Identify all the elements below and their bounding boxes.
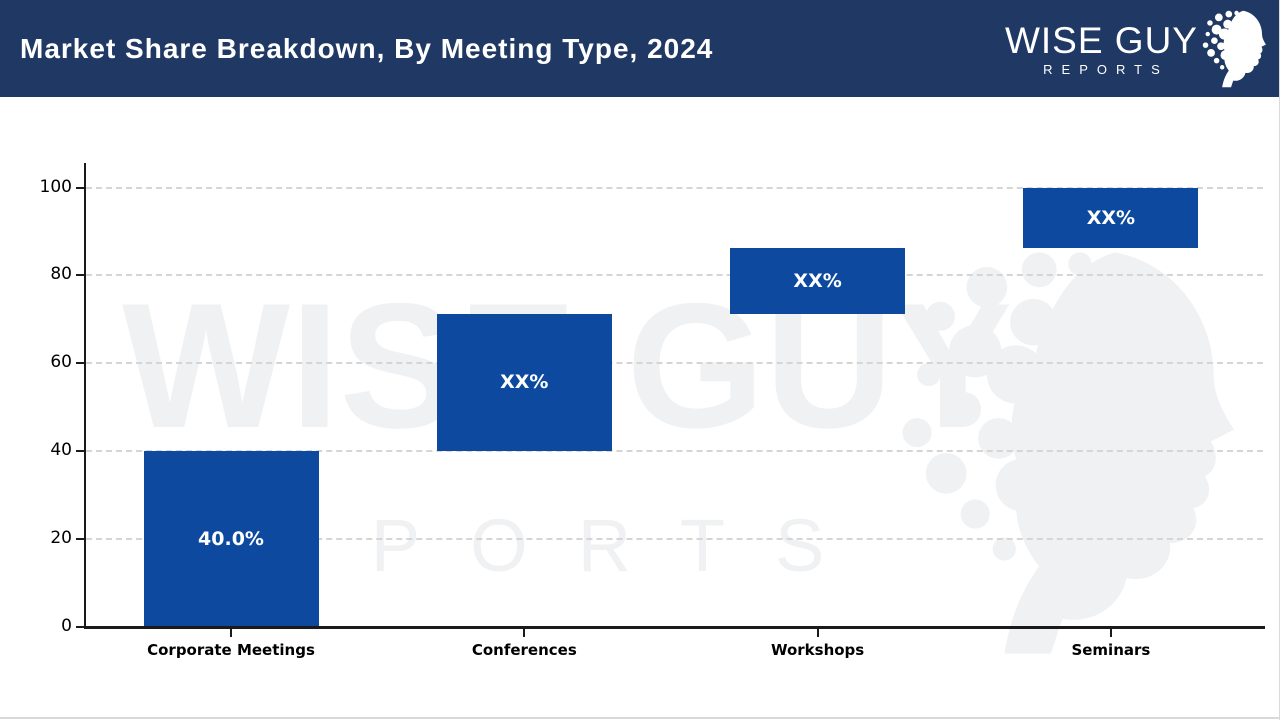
bar-value-label-corporate-meetings: 40.0% [198,527,264,550]
wiseguy-logo-text: WISE GUY REPORTS [1005,22,1198,77]
bar-corporate-meetings: 40.0% [143,450,319,627]
bar-value-label-conferences: XX% [500,371,549,394]
y-tick-label-0: 0 [61,615,72,636]
y-tick-0 [76,625,84,628]
gridline-20 [86,537,1263,540]
y-tick-20 [76,537,84,540]
y-tick-label-40: 40 [50,439,72,460]
x-axis-line [84,626,1265,629]
x-tick-corporate-meetings [230,629,232,637]
bar-conferences: XX% [436,313,612,451]
x-tick-label-workshops: Workshops [770,641,865,659]
x-tick-conferences [523,629,526,637]
gridline-40 [86,449,1263,452]
chart-area: WISE GUY REPORTS 0 20 40 60 80 100 Corporate M… [0,97,1279,717]
wiseguy-logo-sub: REPORTS [1043,61,1169,77]
wiseguy-logo: WISE GUY REPORTS [1005,4,1272,94]
bar-seminars: XX% [1023,187,1199,249]
y-tick-label-60: 60 [50,352,72,373]
x-tick-label-seminars: Seminars [1071,641,1151,659]
header-band: Market Share Breakdown, By Meeting Type,… [0,0,1279,97]
gridline-80 [86,274,1263,277]
y-tick-40 [76,449,84,452]
y-tick-60 [76,362,84,365]
bar-value-label-workshops: XX% [793,270,842,292]
x-tick-seminars [1109,629,1112,637]
x-tick-label-conferences: Conferences [471,641,577,659]
y-axis-line [84,163,86,628]
gridline-100 [86,186,1263,189]
gridline-60 [86,362,1263,365]
y-tick-label-100: 100 [39,176,72,197]
x-tick-label-corporate-meetings: Corporate Meetings [147,641,315,659]
page-bottom-border [0,717,1279,719]
y-tick-label-20: 20 [50,527,72,548]
bar-value-label-seminars: XX% [1086,206,1136,229]
y-tick-80 [76,274,84,277]
y-tick-label-80: 80 [50,264,72,285]
bar-workshops: XX% [730,248,906,314]
y-tick-100 [76,186,84,189]
page-title: Market Share Breakdown, By Meeting Type,… [20,32,714,64]
wiseguy-face-icon [1202,10,1266,88]
x-tick-workshops [816,629,819,637]
wiseguy-logo-name: WISE GUY [1004,19,1198,61]
